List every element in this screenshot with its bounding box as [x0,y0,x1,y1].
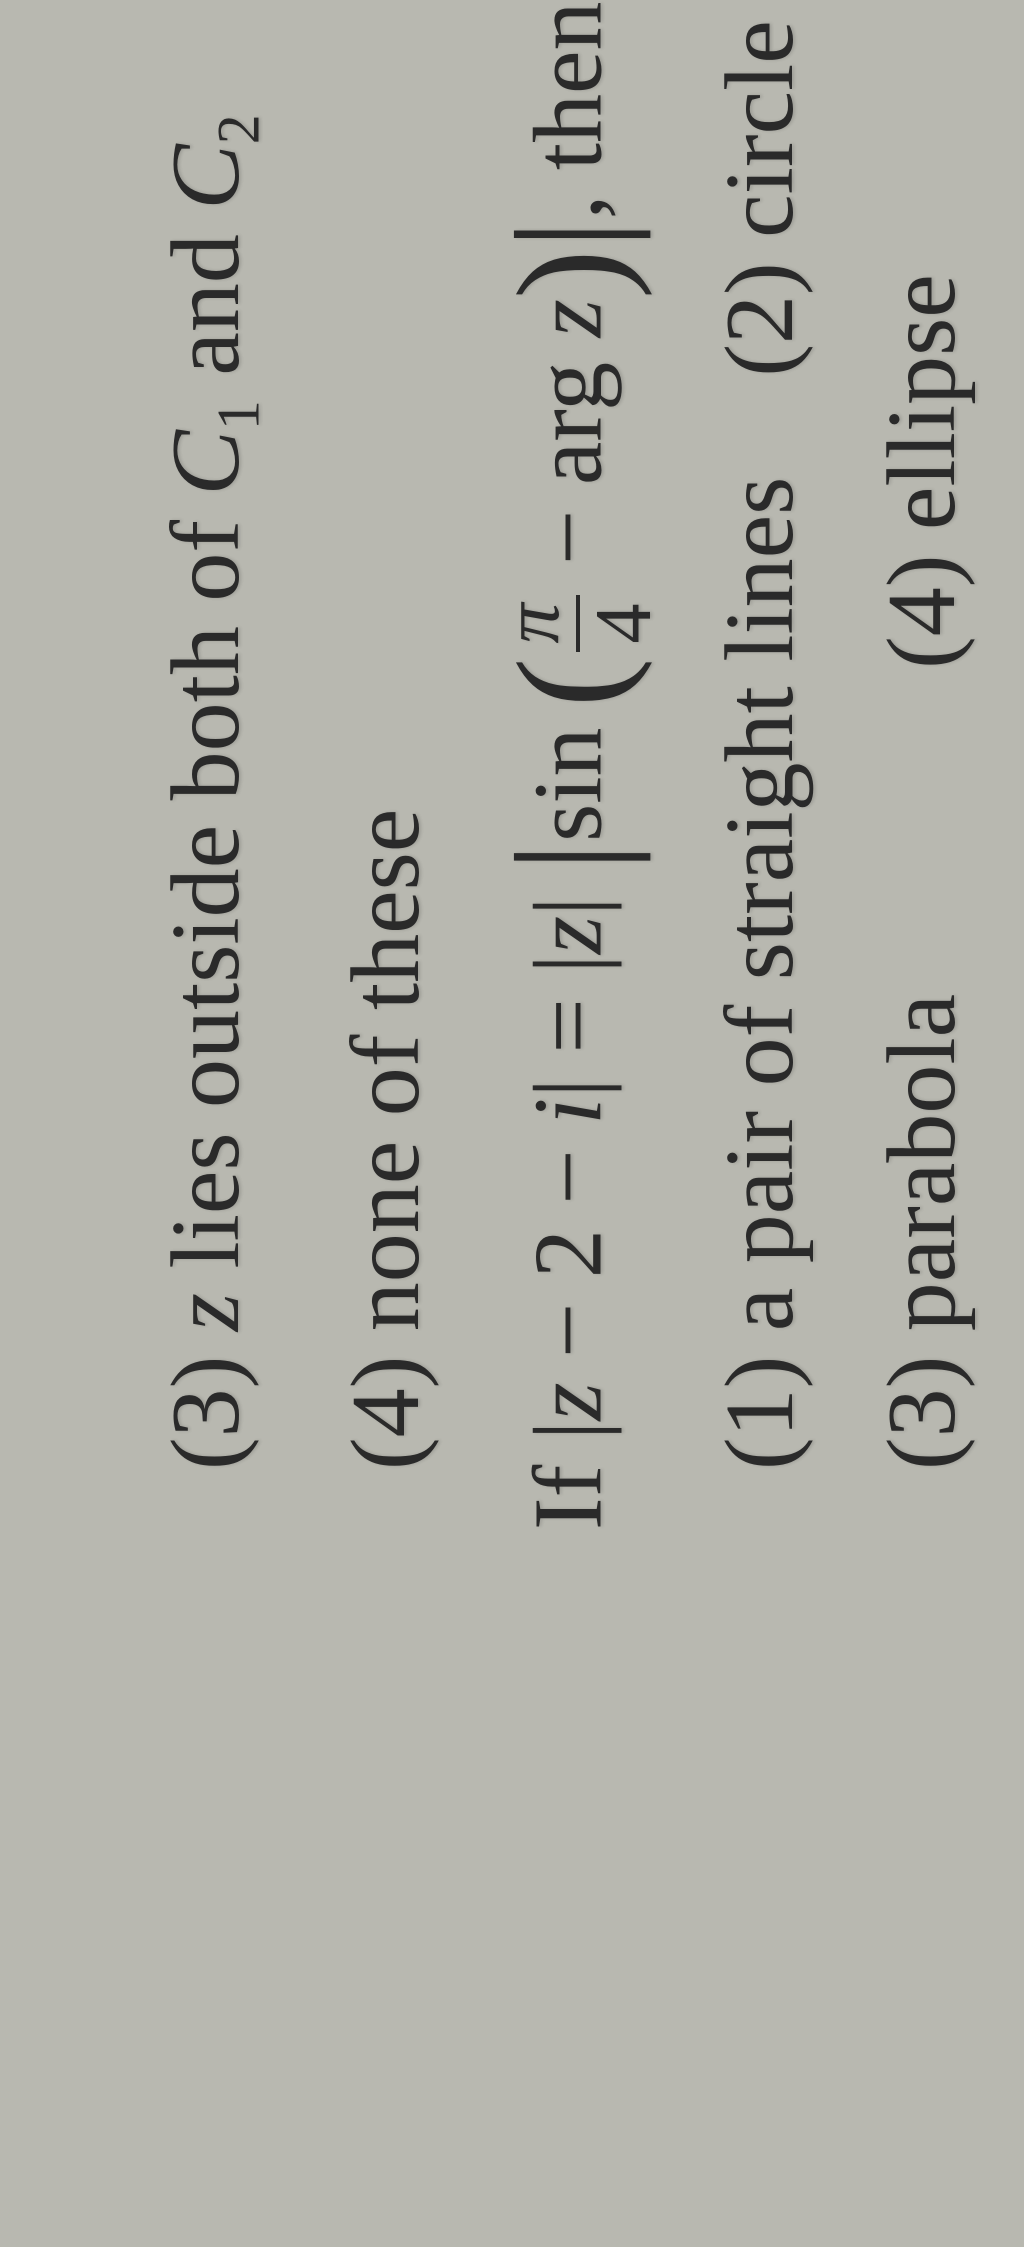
if-label: If [514,1440,622,1530]
opt-text: parabola [868,994,976,1331]
eq-mid: | = | [514,954,622,1098]
option-3-prev-question: (3) z lies outside both of C1 and C2 [140,330,280,1530]
option-1: (1) a pair of straight lines [694,477,826,1470]
var-z3: z [514,299,622,337]
minus-2-minus: − 2 − [514,1125,622,1383]
var-z: z [514,1382,622,1420]
var-z2: z [514,916,622,954]
options-row-1: (1) a pair of straight lines (2) circle [694,330,826,1530]
sin: sin [514,727,622,841]
var-C: C [152,430,260,495]
options-row-2: (3) parabola (4) ellipse [856,330,988,1530]
text: lies outside both of [152,496,260,1269]
sub-2: 2 [206,114,272,144]
opt-number: (3) [868,1331,976,1470]
minus-arg: − arg [514,337,622,589]
opt-number: (4) [868,530,976,669]
abs-close: | [485,219,651,249]
abs-open: | [485,842,651,872]
opt-text: (4) none of these [332,809,440,1470]
option-3: (3) parabola [856,994,988,1470]
bar-close: | [514,872,622,916]
opt-text: ellipse [868,274,976,530]
opt-number: (3) [152,1331,260,1470]
opt-text: a pair of straight lines [706,477,814,1332]
tail: , then locus of [514,0,622,219]
opt-number: (2) [706,238,814,377]
page-scan: (3) z lies outside both of C1 and C2 (4)… [140,330,1024,1530]
paren-open: ( [487,658,653,708]
question-equation: If |z − 2 − i| = |z| |sin(π4 − arg z)|, … [492,330,664,1530]
opt-text: circle [706,20,814,238]
var-i: i [514,1098,622,1125]
opt-number: (1) [706,1331,814,1470]
text-and: and [152,210,260,376]
var-C2: C [152,144,260,209]
sub-1: 1 [206,400,272,430]
option-4: (4) ellipse [856,274,988,669]
option-2: (2) circle [694,20,826,376]
pi: π [492,595,580,651]
fraction-pi-4: π4 [492,595,664,651]
bar: | [514,1421,622,1441]
var-z: z [152,1293,260,1331]
option-4-prev-question: (4) none of these [320,330,452,1530]
four: 4 [580,595,664,651]
paren-close: ) [487,249,653,299]
